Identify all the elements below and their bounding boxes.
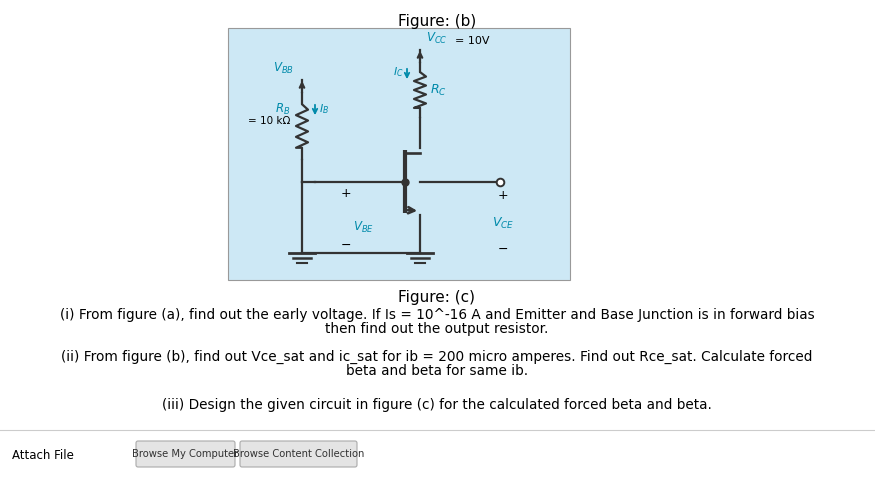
Text: $V_{CC}$: $V_{CC}$ xyxy=(426,31,447,46)
Text: $I_B$: $I_B$ xyxy=(319,102,329,116)
Text: Browse Content Collection: Browse Content Collection xyxy=(233,449,364,459)
Text: +: + xyxy=(340,187,351,200)
Text: $I_C$: $I_C$ xyxy=(394,65,404,79)
FancyBboxPatch shape xyxy=(136,441,235,467)
Text: $R_B$: $R_B$ xyxy=(275,102,290,117)
Text: beta and beta for same ib.: beta and beta for same ib. xyxy=(346,364,528,378)
Text: +: + xyxy=(498,189,508,202)
Text: (iii) Design the given circuit in figure (c) for the calculated forced beta and : (iii) Design the given circuit in figure… xyxy=(162,398,712,412)
Text: Figure: (c): Figure: (c) xyxy=(398,290,475,305)
Text: = 10 kΩ: = 10 kΩ xyxy=(248,116,290,126)
Text: (ii) From figure (b), find out Vce_sat and ic_sat for ib = 200 micro amperes. Fi: (ii) From figure (b), find out Vce_sat a… xyxy=(61,350,813,364)
Text: Browse My Computer: Browse My Computer xyxy=(132,449,239,459)
Text: (i) From figure (a), find out the early voltage. If Is = 10^-16 A and Emitter an: (i) From figure (a), find out the early … xyxy=(60,308,815,322)
Text: $V_{BB}$: $V_{BB}$ xyxy=(273,61,294,76)
FancyBboxPatch shape xyxy=(240,441,357,467)
Bar xyxy=(228,28,570,280)
Text: $V_{CE}$: $V_{CE}$ xyxy=(492,216,514,231)
Text: −: − xyxy=(498,243,508,255)
Text: $V_{BE}$: $V_{BE}$ xyxy=(353,220,374,235)
Text: then find out the output resistor.: then find out the output resistor. xyxy=(326,322,549,336)
Text: $R_C$: $R_C$ xyxy=(430,83,447,98)
Text: Figure: (b): Figure: (b) xyxy=(398,14,476,29)
Text: −: − xyxy=(340,239,351,252)
Text: = 10V: = 10V xyxy=(455,36,489,46)
Text: Attach File: Attach File xyxy=(12,449,74,462)
